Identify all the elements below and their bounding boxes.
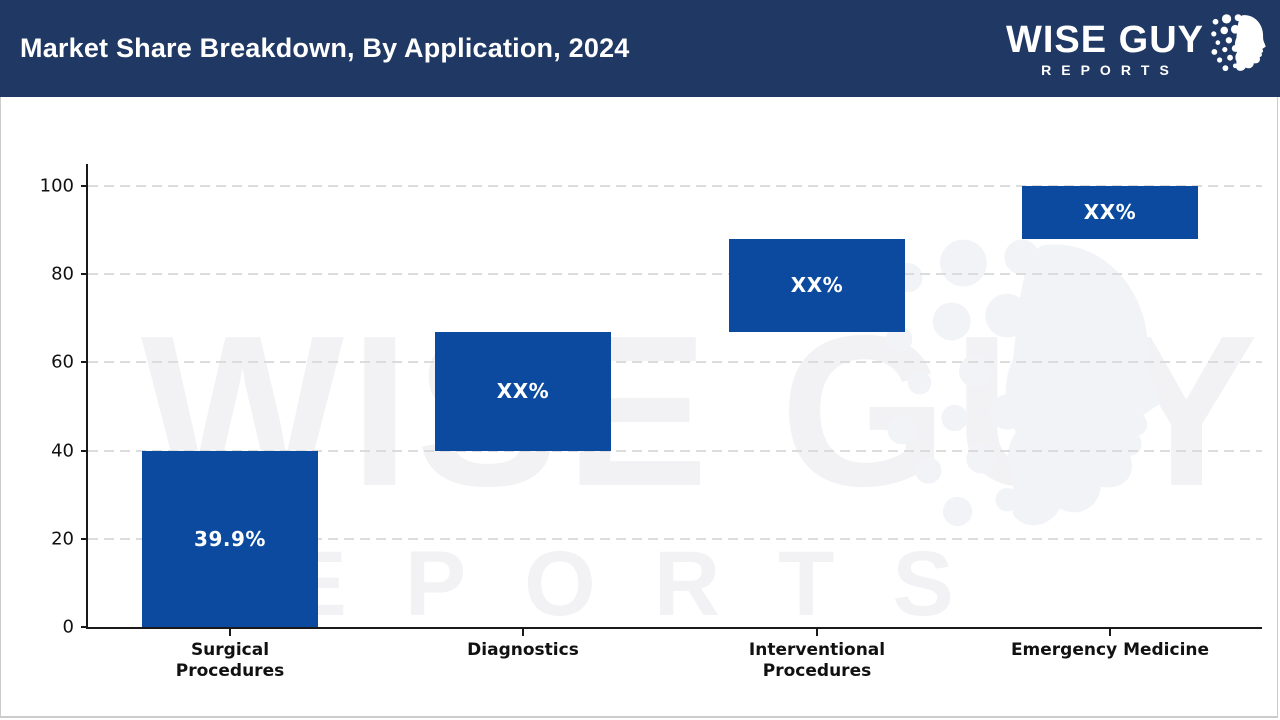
y-axis-line — [86, 163, 88, 629]
page-title: Market Share Breakdown, By Application, … — [20, 33, 630, 63]
gridline-40 — [88, 449, 1262, 452]
bar-value-label-3: XX% — [790, 273, 844, 298]
gridline-80 — [88, 273, 1262, 276]
bar-segment-2: XX% — [435, 331, 611, 452]
y-tick-label-80: 80 — [51, 263, 74, 285]
bar-segment-1: 39.9% — [142, 451, 318, 627]
x-category-label-line: Emergency Medicine — [1010, 640, 1210, 660]
watermark-dot-head-icon — [861, 225, 1171, 605]
header-bar: Market Share Breakdown, By Application, … — [0, 0, 1280, 97]
bar-segment-4: XX% — [1022, 186, 1198, 239]
x-axis-line — [86, 627, 1262, 629]
logo-subtitle: REPORTS — [1041, 62, 1179, 78]
gridline-60 — [88, 361, 1262, 364]
y-tick-label-0: 0 — [62, 616, 74, 638]
gridline-20 — [88, 537, 1262, 540]
bar-segment-3: XX% — [729, 238, 905, 332]
x-category-label-line: Diagnostics — [467, 640, 579, 660]
bar-value-label-4: XX% — [1083, 200, 1137, 225]
y-tick-label-60: 60 — [51, 351, 74, 373]
wise-guy-logo: WISE GUY REPORTS — [1006, 8, 1266, 90]
dot-head-logo-icon — [1208, 11, 1266, 87]
y-tick-mark-0 — [81, 626, 88, 628]
bar-value-label-1: 39.9% — [194, 527, 266, 551]
y-tick-label-100: 100 — [39, 175, 74, 197]
x-category-label-line: Procedures — [762, 661, 872, 681]
x-category-label-2: Diagnostics — [467, 640, 579, 661]
y-tick-mark-100 — [81, 185, 88, 187]
y-tick-mark-20 — [81, 537, 88, 540]
x-category-label-4: Emergency Medicine — [1011, 640, 1209, 661]
x-category-label-line: Procedures — [175, 661, 285, 681]
x-category-label-line: Surgical — [190, 640, 270, 660]
x-tick-mark-2 — [522, 629, 524, 636]
x-tick-mark-3 — [816, 629, 818, 636]
x-category-label-1: Surgical Procedures — [176, 640, 284, 682]
y-tick-mark-60 — [81, 361, 88, 364]
x-tick-mark-4 — [1109, 629, 1111, 636]
y-tick-label-40: 40 — [51, 440, 74, 462]
logo-text: WISE GUY REPORTS — [1006, 20, 1204, 78]
logo-name: WISE GUY — [1005, 19, 1204, 61]
y-tick-mark-40 — [81, 449, 88, 452]
x-tick-mark-1 — [229, 629, 231, 636]
x-category-label-line: Interventional — [748, 640, 886, 660]
gridline-100 — [88, 185, 1262, 187]
y-tick-mark-80 — [81, 273, 88, 276]
bar-value-label-2: XX% — [496, 379, 550, 404]
y-tick-label-20: 20 — [51, 528, 74, 550]
x-category-label-3: Interventional Procedures — [749, 640, 885, 682]
